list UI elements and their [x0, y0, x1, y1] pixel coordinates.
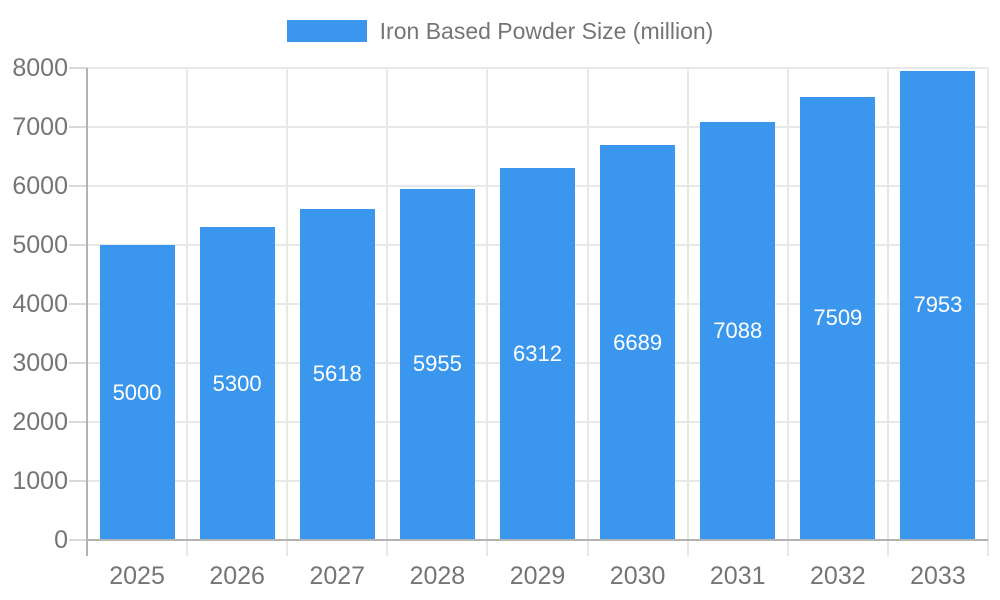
y-axis-label: 2000	[12, 408, 68, 436]
bar[interactable]	[399, 188, 475, 540]
bar[interactable]	[299, 208, 375, 540]
y-gridline	[87, 67, 988, 69]
x-gridline	[486, 68, 489, 556]
x-axis-label: 2025	[109, 562, 165, 590]
y-axis-label: 5000	[12, 231, 68, 259]
x-axis-label: 2027	[309, 562, 366, 590]
x-gridline	[786, 68, 789, 556]
x-gridline	[987, 68, 989, 556]
bar-value-label: 5000	[112, 379, 162, 405]
y-axis-tick	[69, 362, 87, 364]
bar[interactable]	[900, 70, 976, 540]
x-axis-label: 2033	[910, 562, 966, 590]
y-axis-label: 3000	[12, 349, 68, 377]
bar-value-label: 5955	[412, 351, 462, 377]
bar-value-label: 7953	[913, 292, 963, 318]
bar-value-label: 7088	[713, 317, 763, 343]
bar[interactable]	[99, 245, 175, 540]
y-axis-tick	[69, 421, 87, 423]
y-axis-tick	[69, 244, 87, 246]
bar-value-label: 6312	[513, 340, 562, 366]
x-axis-baseline	[87, 539, 988, 541]
x-axis-label: 2029	[509, 562, 566, 590]
x-gridline	[186, 68, 189, 556]
x-axis-label: 2031	[709, 562, 766, 590]
x-axis-label: 2026	[209, 562, 265, 590]
y-axis-label: 6000	[12, 172, 68, 200]
x-axis-label: 2032	[810, 562, 866, 590]
legend-label: Iron Based Powder Size (million)	[379, 18, 714, 44]
y-axis-label: 4000	[12, 290, 68, 318]
y-axis-tick	[69, 126, 87, 128]
bar-value-label: 6689	[613, 329, 663, 355]
chart-legend[interactable]: Iron Based Powder Size (million)	[0, 17, 1000, 45]
bar[interactable]	[600, 145, 676, 540]
bar-value-label: 7509	[813, 305, 863, 331]
x-gridline	[886, 68, 889, 556]
legend-swatch-icon	[286, 20, 367, 42]
y-axis-label: 8000	[12, 54, 68, 82]
x-axis-label: 2030	[609, 562, 666, 590]
x-gridline	[386, 68, 389, 556]
y-axis-line	[86, 68, 88, 556]
bar[interactable]	[700, 121, 776, 540]
bar-value-label: 5300	[212, 370, 262, 396]
y-axis-label: 1000	[12, 467, 68, 495]
y-axis-tick	[69, 480, 87, 482]
x-gridline	[586, 68, 589, 556]
bar-value-label: 5618	[312, 361, 362, 387]
bar[interactable]	[800, 96, 876, 540]
y-axis-tick	[69, 67, 87, 69]
y-gridline	[87, 126, 988, 128]
y-axis-tick	[69, 303, 87, 305]
y-axis-label: 7000	[12, 113, 68, 141]
y-axis-label: 0	[54, 526, 68, 554]
x-gridline	[286, 68, 289, 556]
y-axis-tick	[69, 185, 87, 187]
y-axis-tick	[69, 539, 87, 541]
x-gridline	[686, 68, 689, 556]
bar[interactable]	[199, 227, 275, 540]
x-axis-label: 2028	[409, 562, 466, 590]
bar[interactable]	[500, 167, 575, 540]
